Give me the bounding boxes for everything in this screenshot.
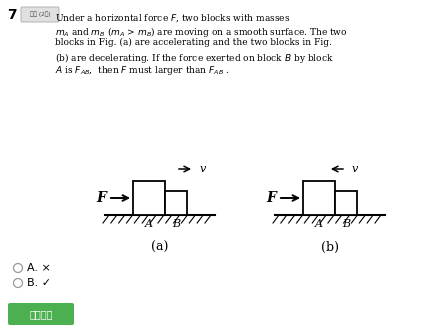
FancyBboxPatch shape [21, 7, 59, 22]
Text: v: v [200, 164, 206, 174]
Text: 题目 (2分): 题目 (2分) [30, 12, 51, 17]
Text: A. ×: A. × [27, 263, 51, 273]
FancyBboxPatch shape [8, 303, 74, 325]
Text: A: A [145, 219, 153, 229]
Text: B. ✓: B. ✓ [27, 278, 51, 288]
Text: B: B [342, 219, 350, 229]
Text: F: F [266, 191, 276, 205]
Bar [303, 181, 335, 215]
Text: A: A [315, 219, 323, 229]
Text: 7: 7 [7, 8, 16, 22]
Text: Under a horizontal force $F$, two blocks with masses: Under a horizontal force $F$, two blocks… [55, 12, 290, 24]
Text: (b): (b) [321, 241, 339, 254]
Text: F: F [96, 191, 106, 205]
Bar [165, 191, 187, 215]
Text: 提交答案: 提交答案 [29, 309, 53, 319]
Bar [335, 191, 357, 215]
Text: $m_A$ and $m_B$ ($m_A$ > $m_B$) are moving on a smooth surface. The two: $m_A$ and $m_B$ ($m_A$ > $m_B$) are movi… [55, 25, 348, 39]
Text: (b) are decelerating. If the force exerted on block $B$ by block: (b) are decelerating. If the force exert… [55, 51, 334, 65]
Bar [133, 181, 165, 215]
Text: blocks in Fig. (a) are accelerating and the two blocks in Fig.: blocks in Fig. (a) are accelerating and … [55, 38, 332, 47]
Text: B: B [172, 219, 180, 229]
Text: (a): (a) [151, 241, 168, 254]
Text: v: v [352, 164, 358, 174]
Text: $A$ is $F_{AB}$,  then $F$ must larger than $F_{AB}$ .: $A$ is $F_{AB}$, then $F$ must larger th… [55, 64, 229, 77]
